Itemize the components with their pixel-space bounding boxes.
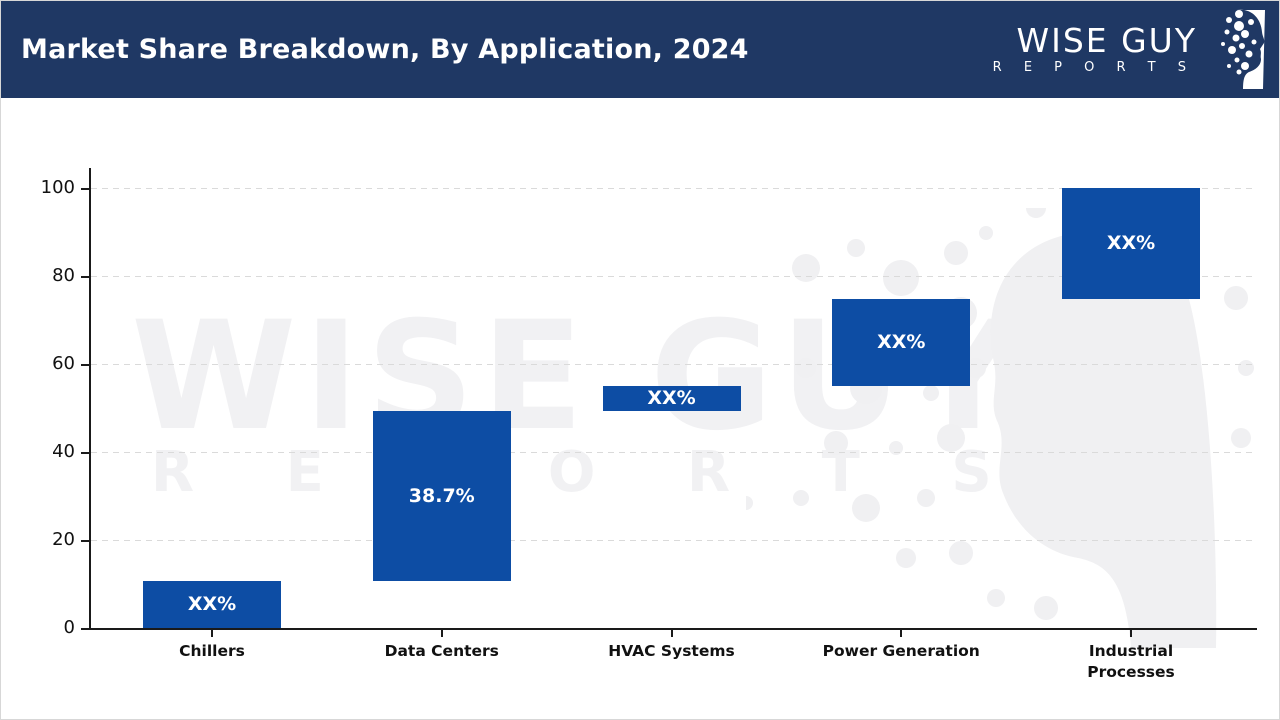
- grid-layer: [1, 98, 1279, 719]
- y-tick-mark: [81, 187, 89, 190]
- y-tick-mark: [81, 275, 89, 278]
- y-tick-mark: [81, 451, 89, 454]
- x-axis-spine: [89, 628, 1257, 630]
- x-tick-mark: [440, 630, 443, 637]
- bar-value-label: XX%: [877, 331, 926, 354]
- x-tick-label: Industrial Processes: [1087, 642, 1175, 682]
- x-tick-label: Chillers: [179, 642, 245, 660]
- logo-text: WISE GUY R E P O R T S: [993, 24, 1197, 75]
- bar-industrial-processes: XX%: [1062, 188, 1200, 299]
- x-tick-mark: [900, 630, 903, 637]
- y-tick-mark: [81, 539, 89, 542]
- bar-power-generation: XX%: [832, 298, 971, 386]
- gridline-y-40: [91, 452, 1256, 453]
- watermark-subtitle: R E P O R T S: [151, 440, 1028, 505]
- gridline-y-20: [91, 540, 1256, 541]
- bar-value-label: XX%: [1106, 232, 1156, 255]
- bar-data-centers: 38.7%: [372, 410, 511, 581]
- header-bar: Market Share Breakdown, By Application, …: [1, 1, 1279, 98]
- x-tick-label: Power Generation: [822, 642, 980, 660]
- y-tick-mark: [81, 363, 89, 366]
- x-tick-mark: [211, 630, 213, 637]
- logo-wordmark: WISE GUY: [1016, 21, 1197, 60]
- logo-subtitle: R E P O R T S: [992, 60, 1195, 75]
- x-tick-label: Data Centers: [384, 642, 499, 660]
- wise-guy-logo: WISE GUY R E P O R T S: [993, 6, 1267, 94]
- y-tick-label: 60: [52, 353, 75, 374]
- y-tick-label: 40: [52, 441, 75, 462]
- y-axis-spine: [89, 168, 91, 630]
- y-tick-label: 20: [52, 529, 75, 550]
- gridline-y-60: [91, 364, 1256, 365]
- axes-layer: 0 20 40 60 80 100 Chillers Data Centers HVAC Sys…: [1, 98, 1279, 719]
- face-profile-icon: [1199, 6, 1267, 94]
- bar-value-label: XX%: [647, 387, 696, 410]
- x-tick-mark: [1130, 630, 1132, 637]
- x-tick-label: HVAC Systems: [608, 642, 735, 660]
- bar-chillers: XX%: [143, 580, 281, 628]
- gridline-y-100: [91, 188, 1256, 189]
- y-tick-label: 80: [52, 265, 75, 286]
- bar-value-label: XX%: [187, 593, 237, 616]
- watermark-face-icon: [739, 198, 1266, 652]
- y-tick-mark: [81, 627, 89, 630]
- y-tick-label: 0: [63, 617, 75, 638]
- bar-hvac-systems: XX%: [602, 386, 741, 411]
- y-tick-label: 100: [40, 177, 75, 198]
- x-tick-mark: [670, 630, 673, 637]
- page-title: Market Share Breakdown, By Application, …: [21, 34, 749, 65]
- bar-value-label: 38.7%: [408, 484, 475, 507]
- gridline-y-80: [91, 276, 1256, 277]
- bars-layer: XX% 38.7% XX% XX% XX%: [1, 98, 1279, 719]
- plot-area: WISE GUY R E P O R T S: [1, 98, 1279, 719]
